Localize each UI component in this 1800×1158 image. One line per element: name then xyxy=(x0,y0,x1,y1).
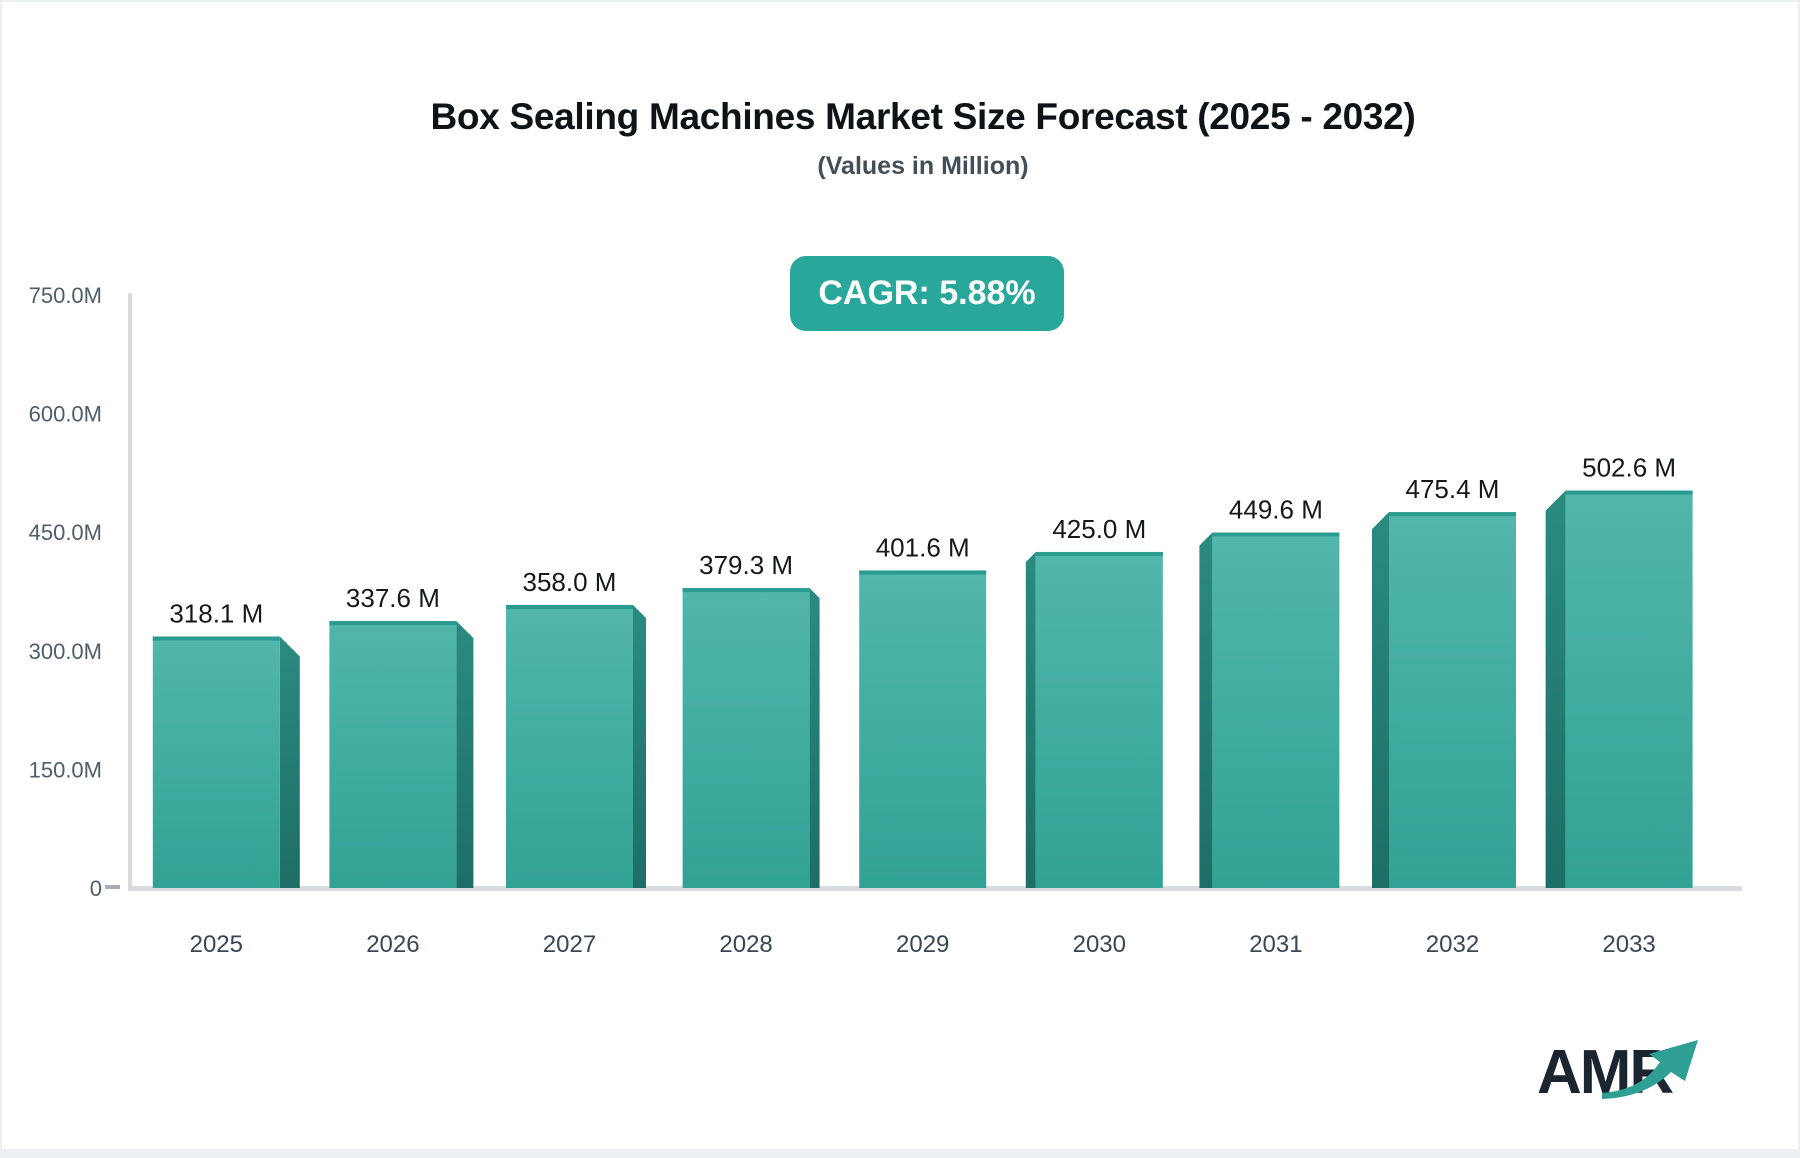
bar-2025 xyxy=(152,636,280,888)
bar-value-label-2029: 401.6 M xyxy=(876,532,970,562)
bar-value-label-2033: 502.6 M xyxy=(1582,453,1676,483)
bar-value-label-2026: 337.6 M xyxy=(346,583,440,613)
x-axis-label-2027: 2027 xyxy=(543,931,596,958)
bar-top-edge-2031 xyxy=(1212,532,1340,537)
bar-value-label-2032: 475.4 M xyxy=(1406,474,1500,504)
bar-top-edge-2032 xyxy=(1389,512,1516,517)
x-axis-label-2030: 2030 xyxy=(1073,931,1126,958)
y-axis-tick-450: 450.0M xyxy=(29,520,102,545)
chart-subtitle: (Values in Million) xyxy=(817,152,1029,180)
bar-side-2030 xyxy=(1025,551,1036,888)
x-axis-label-2031: 2031 xyxy=(1249,931,1302,958)
bar-top-edge-2029 xyxy=(859,570,987,575)
bar-2026 xyxy=(329,621,457,888)
bar-2030 xyxy=(1035,551,1163,888)
bar-value-label-2027: 358.0 M xyxy=(523,567,617,597)
bar-side-2026 xyxy=(456,621,474,888)
bar-2028 xyxy=(682,588,810,888)
bar-top-edge-2030 xyxy=(1035,551,1163,556)
bar-2033 xyxy=(1565,490,1693,888)
y-axis-tick-300: 300.0M xyxy=(29,639,102,664)
bar-2027 xyxy=(506,604,633,888)
x-axis-label-2029: 2029 xyxy=(896,931,949,958)
bar-value-label-2025: 318.1 M xyxy=(169,598,263,628)
bar-top-edge-2033 xyxy=(1565,490,1693,495)
x-axis-line xyxy=(128,886,1742,891)
x-axis-label-2026: 2026 xyxy=(366,931,419,958)
y-axis-line xyxy=(128,293,132,891)
bar-side-2033 xyxy=(1545,490,1566,888)
bar-side-2027 xyxy=(633,604,646,888)
x-axis-label-2032: 2032 xyxy=(1426,931,1479,958)
y-axis-zero-tick xyxy=(105,885,120,889)
bar-side-2031 xyxy=(1199,532,1213,888)
bar-2032 xyxy=(1389,512,1516,888)
y-axis-tick-600: 600.0M xyxy=(29,402,102,427)
bar-2029 xyxy=(859,570,987,888)
y-axis-tick-750: 750.0M xyxy=(29,283,102,308)
bar-side-2028 xyxy=(809,588,820,888)
bar-top-edge-2026 xyxy=(329,621,457,626)
x-axis-label-2033: 2033 xyxy=(1602,931,1655,958)
bar-top-edge-2027 xyxy=(506,604,633,609)
bar-top-edge-2025 xyxy=(152,636,280,641)
y-axis-tick-0: 0 xyxy=(90,876,102,901)
x-axis-label-2025: 2025 xyxy=(190,931,243,958)
bar-2031 xyxy=(1212,532,1340,888)
bar-value-label-2028: 379.3 M xyxy=(699,550,793,580)
bar-value-label-2030: 425.0 M xyxy=(1052,514,1146,544)
x-axis-label-2028: 2028 xyxy=(719,931,772,958)
bar-top-edge-2028 xyxy=(682,588,810,593)
bar-value-label-2031: 449.6 M xyxy=(1229,495,1323,525)
y-axis-tick-150: 150.0M xyxy=(29,757,102,782)
bar-side-2032 xyxy=(1372,512,1389,888)
chart-title: Box Sealing Machines Market Size Forecas… xyxy=(430,96,1416,137)
growth-arrow-icon xyxy=(1602,1040,1698,1099)
bar-side-2025 xyxy=(279,636,300,888)
amr-logo: AMR xyxy=(1529,1040,1739,1122)
cagr-badge: CAGR: 5.88% xyxy=(790,256,1064,331)
